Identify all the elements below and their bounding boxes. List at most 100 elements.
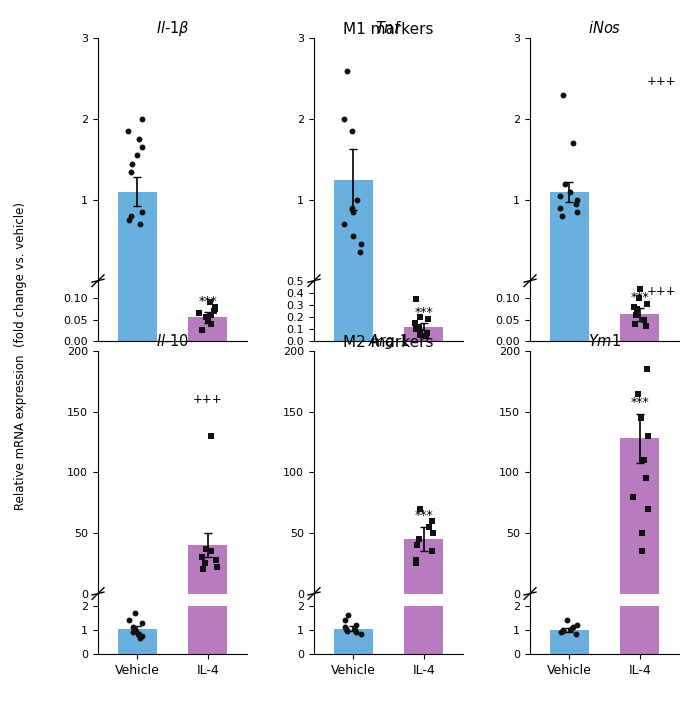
Text: +++: +++ bbox=[647, 285, 676, 298]
Point bbox=[351, 194, 363, 205]
Point bbox=[572, 619, 583, 631]
Text: Relative mRNA expression  (fold change vs. vehicle): Relative mRNA expression (fold change vs… bbox=[15, 201, 27, 510]
Bar bbox=[118, 629, 157, 654]
Text: ***: *** bbox=[414, 306, 433, 319]
Point bbox=[203, 314, 214, 326]
Point bbox=[413, 533, 424, 545]
Point bbox=[631, 303, 643, 314]
Point bbox=[347, 230, 358, 242]
Bar bbox=[620, 314, 659, 341]
Point bbox=[570, 628, 582, 639]
Point bbox=[422, 314, 433, 325]
Bar bbox=[550, 192, 589, 281]
Text: M2 markers: M2 markers bbox=[343, 335, 434, 351]
Point bbox=[557, 626, 568, 637]
Point bbox=[205, 319, 216, 330]
Point bbox=[426, 545, 437, 557]
Point bbox=[342, 65, 353, 76]
Point bbox=[339, 622, 350, 634]
Point bbox=[420, 331, 431, 342]
Title: $\it{iNos}$: $\it{iNos}$ bbox=[588, 20, 621, 36]
Point bbox=[127, 622, 139, 634]
Point bbox=[130, 607, 141, 619]
Point bbox=[205, 545, 216, 557]
Point bbox=[134, 629, 145, 641]
Point bbox=[566, 623, 577, 634]
Point bbox=[199, 557, 211, 569]
Point bbox=[355, 628, 366, 639]
Point bbox=[136, 114, 148, 125]
Point bbox=[643, 503, 654, 514]
Point bbox=[564, 186, 575, 198]
Point bbox=[136, 141, 147, 153]
Title: $\it{Il}$-1$\it{\beta}$: $\it{Il}$-1$\it{\beta}$ bbox=[155, 18, 190, 38]
Bar bbox=[620, 606, 659, 654]
Text: ***: *** bbox=[414, 509, 433, 522]
Point bbox=[424, 521, 435, 533]
Point bbox=[561, 614, 573, 626]
Point bbox=[555, 626, 566, 638]
Point bbox=[338, 218, 349, 230]
Bar bbox=[550, 630, 589, 654]
Point bbox=[134, 134, 145, 145]
Point bbox=[205, 430, 216, 442]
Point bbox=[410, 554, 421, 565]
Bar bbox=[333, 180, 372, 281]
Point bbox=[340, 623, 351, 634]
Point bbox=[343, 609, 354, 621]
Point bbox=[410, 293, 421, 304]
Text: ***: *** bbox=[631, 396, 650, 410]
Text: ***: *** bbox=[631, 291, 650, 304]
Point bbox=[636, 412, 647, 424]
Point bbox=[629, 319, 641, 330]
Point bbox=[641, 299, 652, 310]
Point bbox=[633, 292, 644, 304]
Point bbox=[132, 628, 143, 639]
Point bbox=[126, 158, 137, 169]
Point bbox=[136, 617, 148, 629]
Point bbox=[135, 218, 146, 230]
Point bbox=[123, 614, 134, 626]
Point bbox=[210, 301, 221, 312]
Title: $\it{Il}$-10: $\it{Il}$-10 bbox=[156, 333, 189, 348]
Point bbox=[410, 317, 421, 328]
Bar bbox=[333, 629, 372, 654]
Text: +++: +++ bbox=[647, 75, 676, 88]
Text: +++: +++ bbox=[193, 392, 223, 406]
Point bbox=[559, 178, 570, 189]
Bar bbox=[333, 190, 372, 341]
Point bbox=[643, 430, 654, 442]
Point bbox=[555, 203, 566, 214]
Point bbox=[356, 239, 367, 250]
Point bbox=[638, 314, 649, 326]
Point bbox=[627, 491, 638, 502]
Point bbox=[342, 626, 353, 637]
Title: $\it{Ym1}$: $\it{Ym1}$ bbox=[588, 333, 621, 348]
Point bbox=[354, 247, 365, 258]
Point bbox=[629, 271, 641, 282]
Bar bbox=[405, 327, 444, 341]
Text: ***: *** bbox=[199, 295, 217, 308]
Point bbox=[414, 326, 426, 337]
Point bbox=[346, 126, 358, 137]
Point bbox=[413, 321, 424, 333]
Point bbox=[211, 561, 223, 572]
Point bbox=[132, 150, 143, 161]
Point bbox=[136, 630, 148, 641]
Point bbox=[636, 528, 648, 539]
Point bbox=[128, 626, 139, 638]
Point bbox=[415, 329, 426, 341]
Point bbox=[410, 324, 421, 335]
Point bbox=[135, 633, 146, 644]
Bar bbox=[188, 606, 228, 654]
Bar bbox=[550, 0, 589, 341]
Point bbox=[351, 619, 362, 631]
Point bbox=[568, 138, 579, 149]
Title: $\it{Arg}$-1: $\it{Arg}$-1 bbox=[368, 331, 409, 351]
Point bbox=[428, 528, 439, 539]
Point bbox=[206, 309, 217, 321]
Point bbox=[136, 206, 148, 218]
Bar bbox=[405, 539, 444, 594]
Point bbox=[211, 554, 222, 565]
Point bbox=[347, 206, 358, 218]
